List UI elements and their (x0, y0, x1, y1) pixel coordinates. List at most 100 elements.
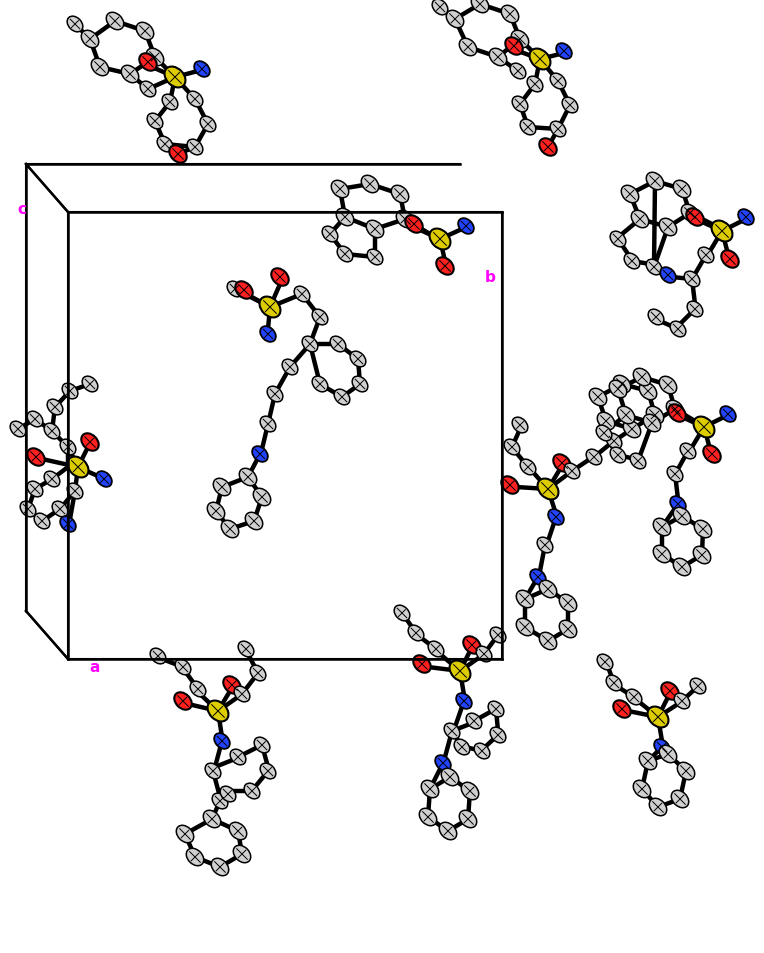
Ellipse shape (504, 439, 520, 456)
Ellipse shape (139, 54, 157, 71)
Ellipse shape (458, 219, 474, 234)
Ellipse shape (254, 738, 270, 753)
Ellipse shape (44, 424, 60, 439)
Ellipse shape (463, 637, 481, 654)
Ellipse shape (47, 399, 63, 416)
Ellipse shape (203, 810, 221, 828)
Ellipse shape (670, 322, 686, 337)
Ellipse shape (250, 665, 266, 681)
Ellipse shape (81, 434, 99, 451)
Ellipse shape (680, 444, 696, 459)
Ellipse shape (96, 472, 112, 487)
Ellipse shape (673, 558, 691, 577)
Ellipse shape (214, 734, 230, 749)
Ellipse shape (28, 481, 43, 497)
Ellipse shape (721, 251, 739, 269)
Ellipse shape (332, 181, 348, 198)
Ellipse shape (187, 140, 202, 155)
Ellipse shape (670, 497, 686, 513)
Ellipse shape (666, 401, 684, 418)
Text: c: c (18, 202, 27, 217)
Ellipse shape (334, 390, 350, 405)
Ellipse shape (646, 260, 662, 275)
Ellipse shape (151, 648, 166, 664)
Ellipse shape (686, 209, 704, 227)
Ellipse shape (610, 448, 626, 463)
Ellipse shape (648, 707, 668, 728)
Ellipse shape (435, 756, 451, 771)
Ellipse shape (352, 376, 367, 393)
Ellipse shape (490, 727, 506, 743)
Ellipse shape (530, 570, 545, 585)
Ellipse shape (720, 407, 736, 422)
Ellipse shape (207, 503, 225, 520)
Ellipse shape (157, 137, 173, 152)
Ellipse shape (267, 387, 283, 402)
Ellipse shape (176, 825, 194, 842)
Ellipse shape (394, 605, 410, 621)
Ellipse shape (312, 376, 328, 393)
Ellipse shape (617, 407, 635, 424)
Ellipse shape (529, 50, 550, 71)
Ellipse shape (490, 627, 506, 643)
Ellipse shape (408, 625, 424, 641)
Ellipse shape (678, 762, 694, 780)
Ellipse shape (44, 472, 60, 487)
Ellipse shape (623, 421, 641, 438)
Ellipse shape (516, 591, 534, 608)
Ellipse shape (62, 384, 78, 399)
Ellipse shape (673, 508, 691, 525)
Ellipse shape (648, 310, 664, 326)
Ellipse shape (668, 405, 686, 422)
Ellipse shape (631, 211, 649, 229)
Ellipse shape (81, 31, 99, 49)
Ellipse shape (610, 232, 626, 248)
Ellipse shape (538, 479, 558, 500)
Ellipse shape (613, 700, 631, 718)
Ellipse shape (432, 0, 448, 16)
Ellipse shape (367, 250, 383, 266)
Ellipse shape (230, 749, 246, 765)
Ellipse shape (687, 302, 703, 317)
Ellipse shape (106, 13, 124, 30)
Ellipse shape (454, 740, 470, 755)
Ellipse shape (548, 510, 564, 525)
Ellipse shape (336, 209, 354, 227)
Ellipse shape (413, 656, 431, 673)
Ellipse shape (553, 455, 571, 473)
Ellipse shape (322, 227, 338, 243)
Ellipse shape (442, 768, 458, 786)
Ellipse shape (539, 580, 557, 598)
Ellipse shape (662, 682, 678, 700)
Ellipse shape (67, 457, 89, 478)
Ellipse shape (476, 646, 492, 662)
Ellipse shape (244, 783, 260, 799)
Ellipse shape (229, 822, 247, 840)
Ellipse shape (556, 44, 571, 60)
Ellipse shape (294, 287, 310, 302)
Ellipse shape (653, 546, 671, 563)
Ellipse shape (260, 297, 280, 318)
Ellipse shape (474, 743, 490, 759)
Ellipse shape (698, 248, 714, 264)
Ellipse shape (245, 513, 263, 530)
Ellipse shape (527, 77, 543, 92)
Ellipse shape (643, 415, 661, 433)
Ellipse shape (511, 31, 529, 49)
Ellipse shape (621, 186, 639, 204)
Ellipse shape (539, 633, 557, 650)
Ellipse shape (646, 173, 664, 191)
Ellipse shape (659, 745, 677, 763)
Ellipse shape (187, 92, 202, 108)
Ellipse shape (626, 689, 642, 705)
Ellipse shape (446, 11, 464, 29)
Ellipse shape (208, 700, 228, 721)
Ellipse shape (405, 216, 422, 233)
Ellipse shape (690, 679, 706, 694)
Ellipse shape (350, 352, 366, 368)
Ellipse shape (660, 268, 676, 284)
Text: b: b (484, 271, 495, 285)
Ellipse shape (667, 467, 683, 482)
Ellipse shape (674, 694, 690, 709)
Ellipse shape (223, 677, 241, 694)
